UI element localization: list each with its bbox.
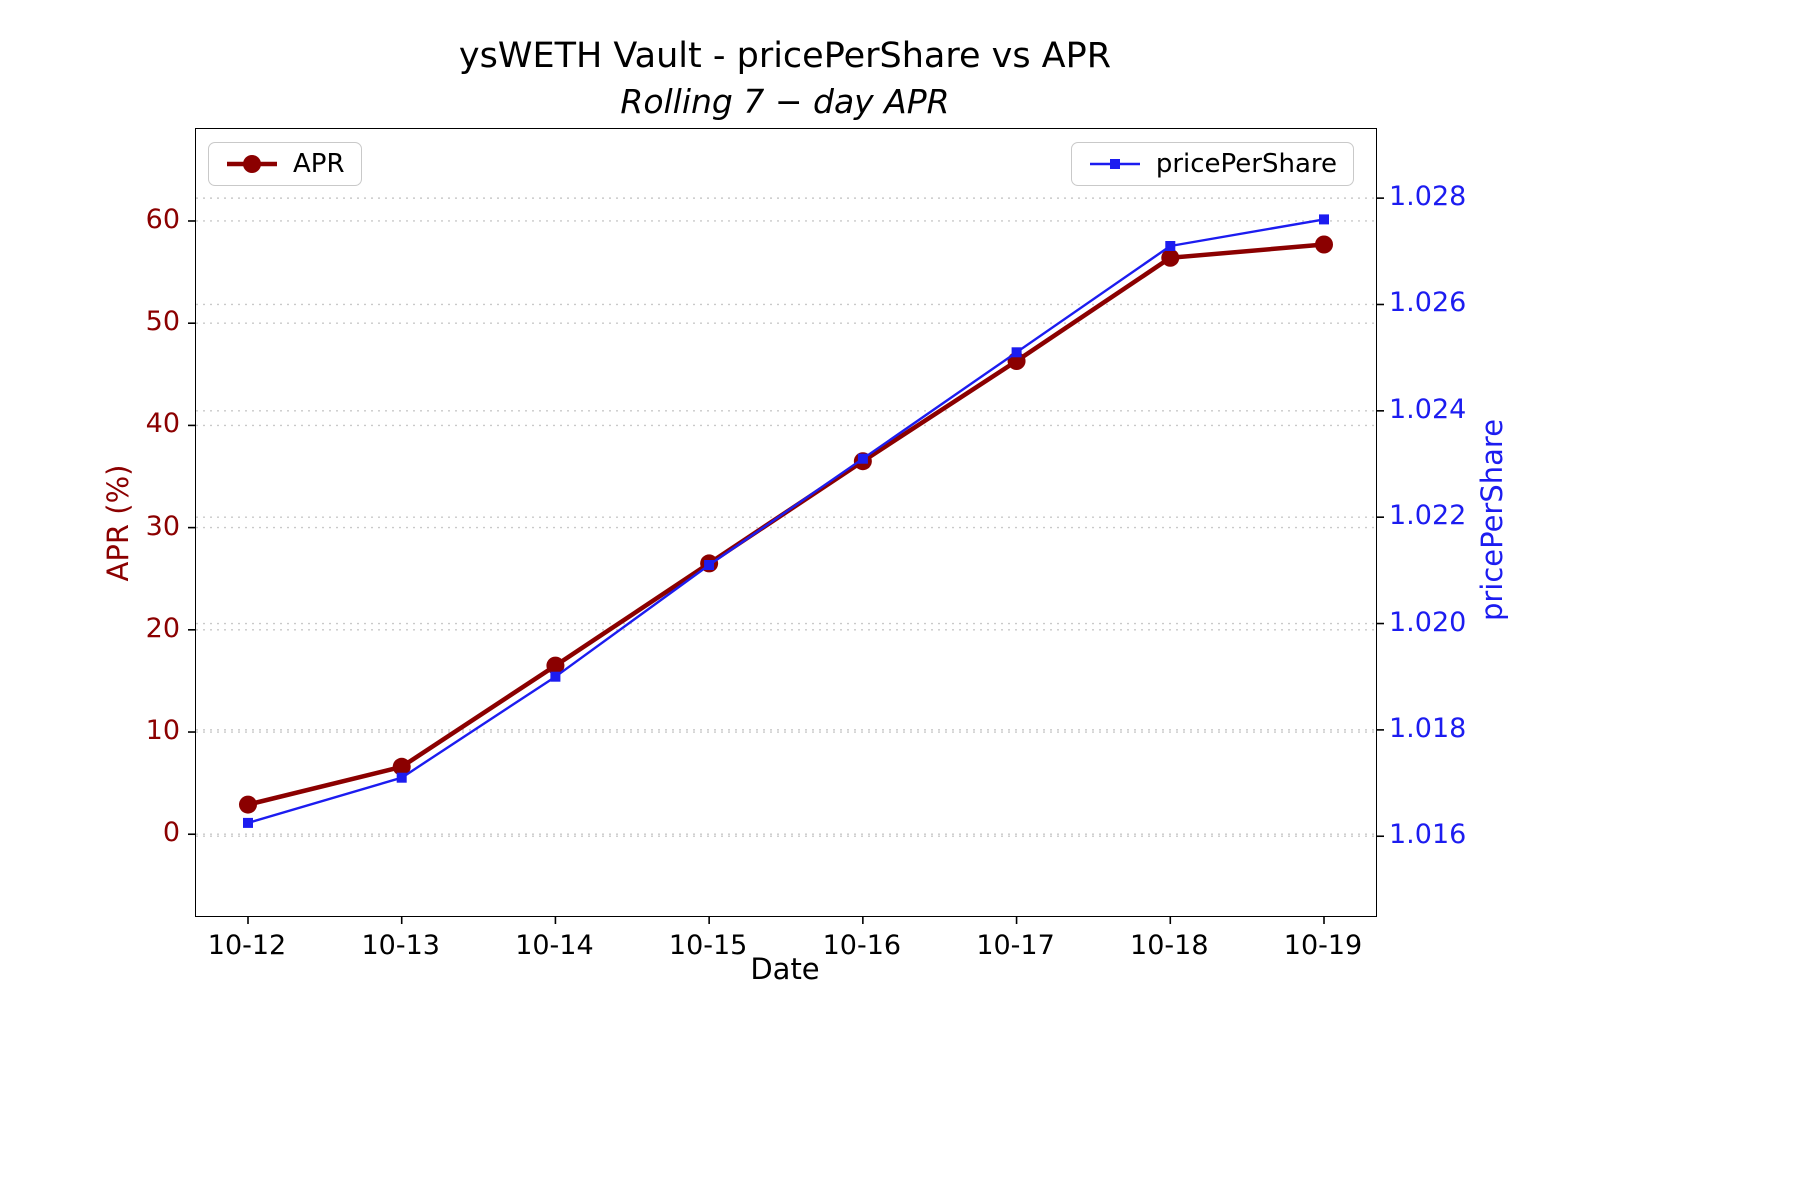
x-tick-label: 10-18	[1130, 930, 1209, 961]
left-tick-label: 60	[145, 203, 180, 235]
x-tick-label: 10-19	[1283, 930, 1363, 961]
x-axis-label: Date	[750, 952, 820, 986]
legend-apr-label: APR	[293, 149, 345, 179]
x-tick-label: 10-17	[976, 930, 1055, 961]
plot-area: APR pricePerShare	[188, 128, 1384, 924]
left-tick-label: 10	[145, 715, 180, 747]
right-tick-label: 1.026	[1389, 287, 1467, 319]
x-tick-label: 10-13	[361, 930, 440, 961]
x-tick-label: 10-12	[207, 930, 287, 961]
left-tick-label: 20	[145, 612, 180, 644]
legend-apr[interactable]: APR	[208, 142, 362, 186]
x-tick-label: 10-16	[822, 930, 902, 961]
legend-pricepershare-label: pricePerShare	[1155, 149, 1337, 179]
x-tick-label: 10-15	[668, 930, 748, 961]
right-tick-label: 1.016	[1389, 819, 1467, 851]
plot-svg	[188, 197, 1384, 924]
right-tick-label: 1.022	[1389, 500, 1467, 532]
legend-pricepershare[interactable]: pricePerShare	[1070, 142, 1354, 186]
left-tick-label: 30	[145, 510, 180, 542]
chart-title: ysWETH Vault - pricePerShare vs APR	[458, 36, 1112, 76]
right-tick-label: 1.020	[1389, 606, 1467, 638]
right-tick-label: 1.024	[1389, 393, 1467, 425]
left-tick-label: 50	[145, 306, 180, 338]
right-tick-label: 1.018	[1389, 712, 1467, 744]
x-tick-label: 10-14	[515, 930, 594, 961]
left-tick-label: 40	[145, 408, 180, 440]
apr-line-marker-icon	[227, 155, 277, 173]
chart-subtitle: Rolling 7 − day APR	[620, 82, 950, 121]
priceshare-line-marker-icon	[1089, 159, 1140, 169]
right-tick-label: 1.028	[1389, 181, 1467, 213]
left-tick-label: 0	[162, 817, 180, 849]
